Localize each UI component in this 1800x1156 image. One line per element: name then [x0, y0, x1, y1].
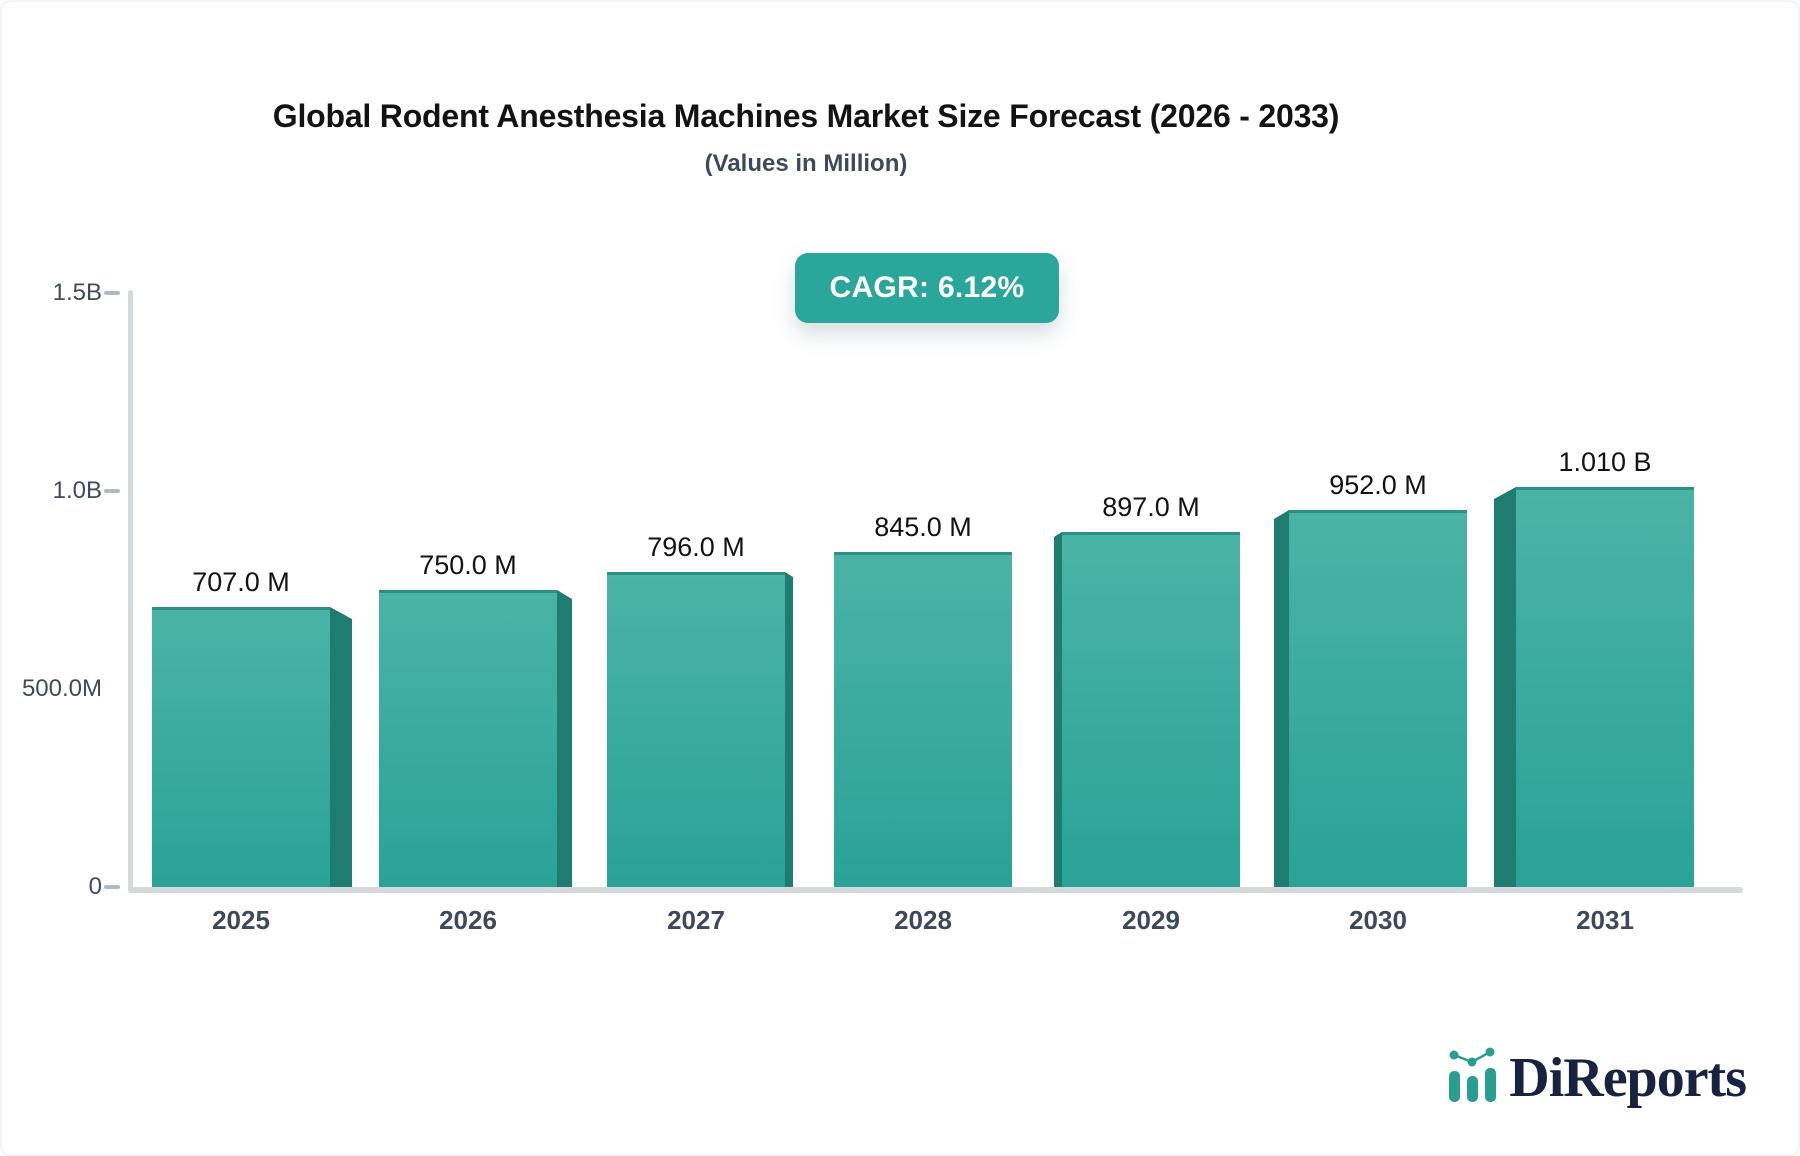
- bar-2025: [152, 607, 330, 887]
- logo-text: DiReports: [1509, 1047, 1747, 1109]
- bar-value-label: 750.0 M: [419, 550, 517, 580]
- x-tick-label-2030: 2030: [1349, 905, 1407, 935]
- y-axis-line: [128, 290, 133, 893]
- bar-2028: [834, 552, 1012, 887]
- x-tick-label-2029: 2029: [1122, 905, 1180, 935]
- bar-value-label: 845.0 M: [874, 512, 972, 542]
- bar-value-label: 796.0 M: [647, 532, 745, 562]
- y-tick-dash: [104, 489, 120, 493]
- y-tick-label: 1.0B: [52, 477, 102, 504]
- bar-2030: [1289, 510, 1467, 887]
- bar-2026: [379, 590, 557, 887]
- bar-value-label: 897.0 M: [1102, 492, 1200, 522]
- cagr-badge: CAGR: 6.12%: [795, 253, 1059, 323]
- bar-value-label: 1.010 B: [1558, 447, 1652, 477]
- bar-2029: [1062, 532, 1240, 887]
- chart-title: Global Rodent Anesthesia Machines Market…: [272, 98, 1340, 134]
- bar-side-face: [1494, 487, 1516, 887]
- bar-side-face: [330, 607, 352, 887]
- x-tick-label-2031: 2031: [1576, 905, 1634, 935]
- x-tick-label-2028: 2028: [894, 905, 952, 935]
- bar-side-face: [1274, 510, 1289, 887]
- y-tick-label: 500.0M: [21, 675, 102, 702]
- y-tick-label: 0: [88, 873, 102, 900]
- x-tick-label-2027: 2027: [667, 905, 725, 935]
- y-tick-label: 1.5B: [52, 279, 102, 306]
- bar-value-label: 952.0 M: [1329, 470, 1427, 500]
- direports-logo: DiReports: [1447, 1044, 1747, 1109]
- bar-2027: [607, 572, 785, 887]
- bar-side-face: [557, 590, 572, 887]
- bar-side-face: [785, 572, 793, 887]
- bar-side-face: [1054, 532, 1062, 887]
- cagr-badge-label: CAGR: 6.12%: [829, 271, 1025, 304]
- x-axis-line: [128, 887, 1743, 893]
- bar-2031: [1516, 487, 1694, 887]
- y-tick-dash: [104, 291, 120, 295]
- x-tick-label-2026: 2026: [439, 905, 497, 935]
- x-tick-label-2025: 2025: [212, 905, 270, 935]
- y-tick-dash: [104, 885, 120, 889]
- bar-value-label: 707.0 M: [192, 567, 290, 597]
- chart-subtitle: (Values in Million): [704, 150, 908, 177]
- bar-chart-trend-icon: [1449, 1047, 1497, 1102]
